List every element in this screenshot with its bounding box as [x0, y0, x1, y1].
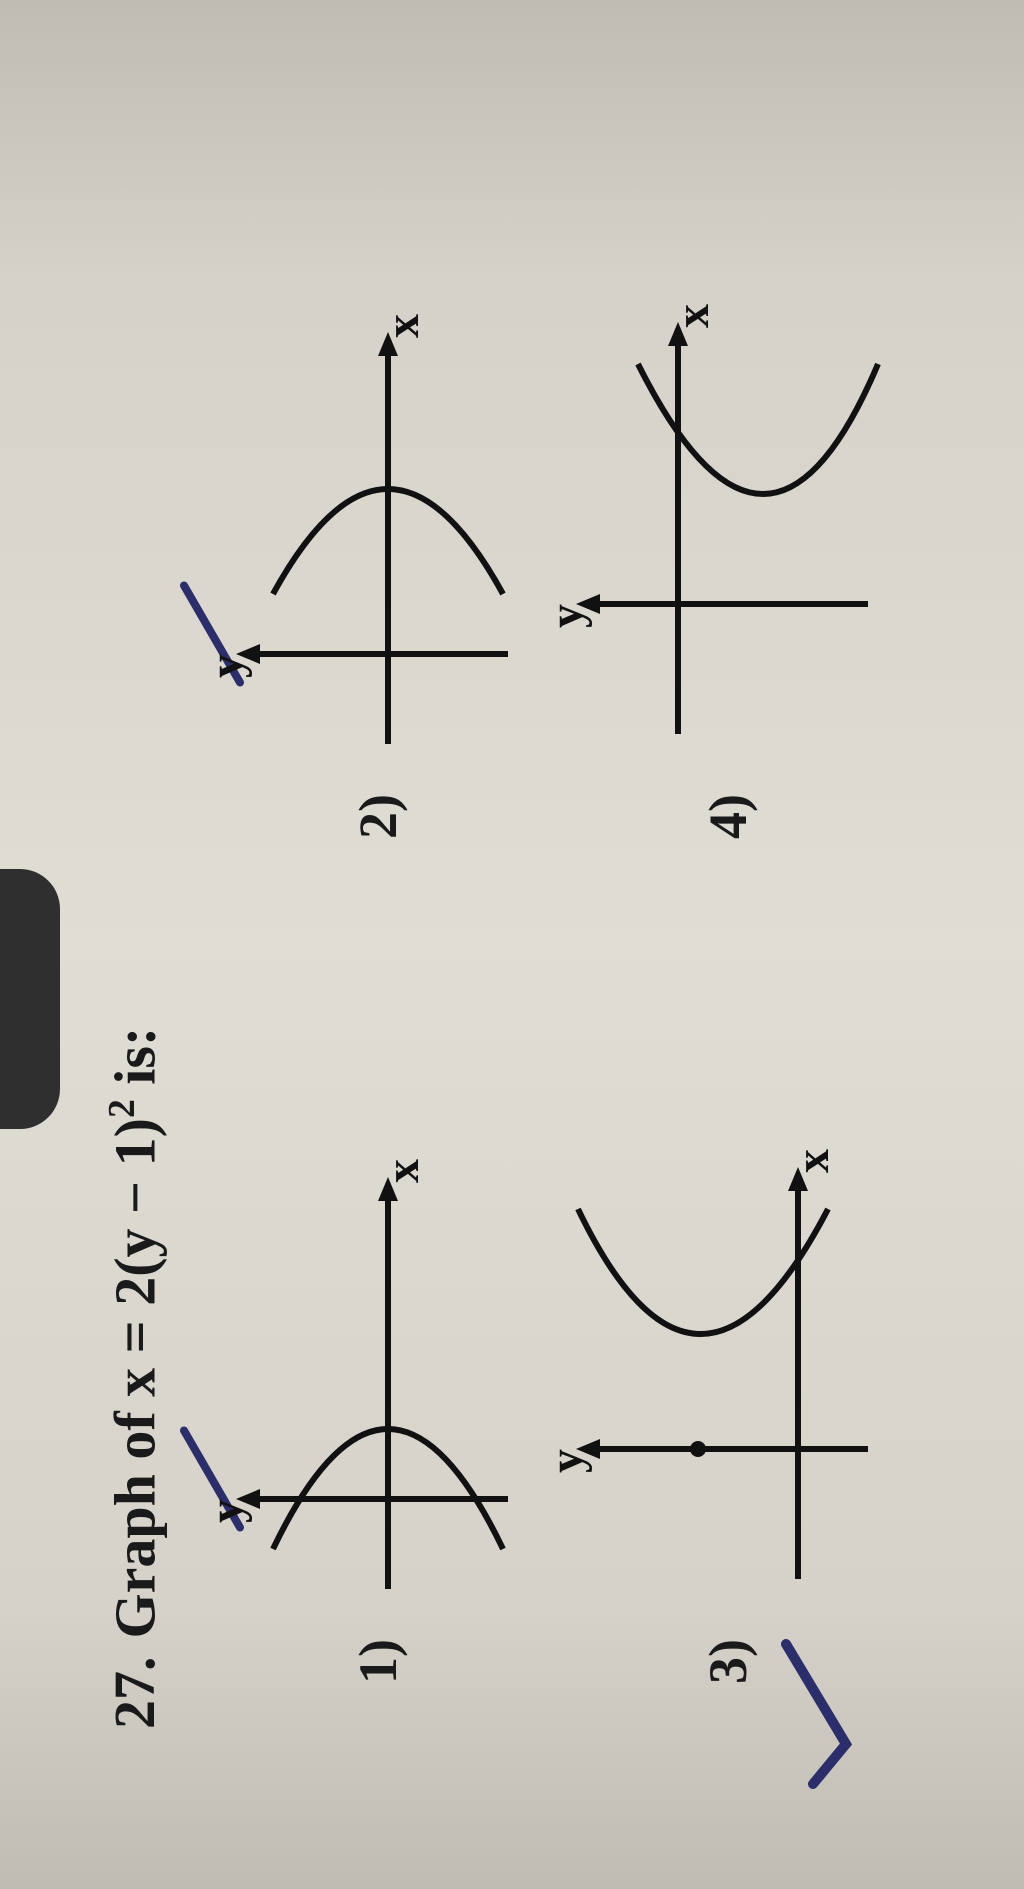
option-3: 3) y x [568, 1004, 888, 1709]
option-1: 1) y x [218, 1004, 538, 1709]
option-4-graph: y x [568, 304, 888, 764]
y-axis-label: y [200, 654, 253, 678]
x-axis-label: x [666, 304, 719, 328]
y-axis-label: y [540, 1449, 593, 1473]
option-4: 4) y x [568, 159, 888, 864]
x-axis-label: x [376, 314, 429, 338]
check-mark-3 [778, 1634, 858, 1794]
vertex-point [690, 1441, 706, 1457]
page-tab-shadow [0, 869, 60, 1129]
option-1-graph: y x [218, 1149, 538, 1609]
option-4-label: 4) [697, 794, 759, 864]
option-3-label: 3) [697, 1639, 759, 1709]
question-number: 27. [101, 1657, 168, 1730]
option-3-graph: y x [568, 1149, 888, 1609]
option-2-label: 2) [347, 794, 409, 864]
y-axis-label: y [200, 1499, 253, 1523]
x-axis-label: x [786, 1149, 839, 1173]
x-axis-label: x [376, 1159, 429, 1183]
question-body: Graph of x = 2(y − 1)2 is: [100, 1027, 168, 1639]
option-1-label: 1) [347, 1639, 409, 1709]
question-text: 27. Graph of x = 2(y − 1)2 is: [100, 60, 168, 1729]
option-2: 2) y x [218, 159, 538, 864]
options-grid: 1) y x [218, 159, 888, 1709]
y-axis-label: y [540, 604, 593, 628]
option-2-graph: y x [218, 304, 538, 764]
